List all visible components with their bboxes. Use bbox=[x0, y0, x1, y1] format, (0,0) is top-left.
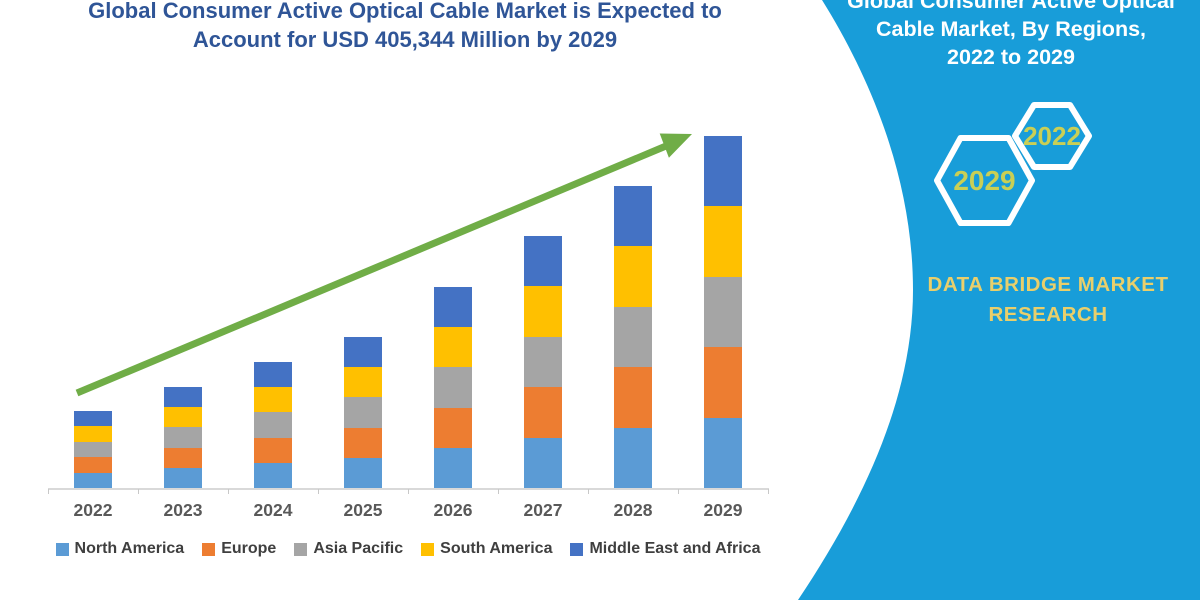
x-axis-label-2029: 2029 bbox=[703, 500, 743, 520]
growth-trend-arrow-head bbox=[659, 133, 692, 158]
x-axis-label-2024: 2024 bbox=[253, 500, 293, 520]
bar-segment-2023-asia-pacific bbox=[164, 427, 202, 448]
plot-area bbox=[74, 136, 742, 488]
x-axis-label-2028: 2028 bbox=[613, 500, 653, 520]
legend-label: Europe bbox=[221, 540, 277, 557]
bar-segment-2027-north-america bbox=[524, 437, 562, 488]
panel-title-line-1: Global Consumer Active Optical bbox=[847, 0, 1175, 13]
bar-segment-2022-south-america bbox=[74, 426, 112, 442]
bar-segment-2028-north-america bbox=[614, 427, 652, 488]
x-axis-tick bbox=[588, 489, 589, 494]
bar-segment-2023-north-america bbox=[164, 467, 202, 488]
chart-title: Global Consumer Active Optical Cable Mar… bbox=[25, 0, 785, 54]
bar-segment-2027-europe bbox=[524, 387, 562, 438]
bar-segment-2023-middle-east-and-africa bbox=[164, 387, 202, 408]
bar-segment-2024-europe bbox=[254, 437, 292, 463]
legend-swatch-icon bbox=[55, 542, 69, 556]
bar-segment-2027-south-america bbox=[524, 286, 562, 337]
bar-segment-2026-south-america bbox=[434, 327, 472, 368]
bar-segment-2025-north-america bbox=[344, 457, 382, 488]
x-axis-tick bbox=[48, 489, 49, 494]
x-axis-label-2025: 2025 bbox=[343, 500, 383, 520]
legend-item-europe: Europe bbox=[202, 540, 276, 558]
x-axis-tick bbox=[768, 489, 769, 494]
x-axis-tick bbox=[138, 489, 139, 494]
bar-segment-2024-middle-east-and-africa bbox=[254, 362, 292, 388]
bar-segment-2028-asia-pacific bbox=[614, 306, 652, 368]
legend-item-north-america: North America bbox=[55, 540, 185, 558]
x-axis-tick bbox=[318, 489, 319, 494]
x-axis-tick bbox=[678, 489, 679, 494]
legend-swatch-icon bbox=[202, 542, 216, 556]
brand-name: DATA BRIDGE MARKET RESEARCH bbox=[927, 273, 1169, 326]
x-axis-labels: 2022 2023 2024 2025 2026 2027 2028 2029 bbox=[0, 500, 816, 524]
bar-segment-2028-europe bbox=[614, 367, 652, 428]
panel-title-line-2: Cable Market, By Regions, bbox=[875, 17, 1147, 41]
legend-label: Middle East and Africa bbox=[589, 540, 761, 557]
bar-segment-2024-asia-pacific bbox=[254, 412, 292, 438]
hexagon-2022-label: 2022 bbox=[1023, 121, 1081, 151]
x-axis-label-2026: 2026 bbox=[433, 500, 473, 520]
bar-segment-2025-europe bbox=[344, 427, 382, 458]
bar-segment-2025-middle-east-and-africa bbox=[344, 337, 382, 368]
bar-segment-2024-north-america bbox=[254, 462, 292, 488]
bar-segment-2026-asia-pacific bbox=[434, 367, 472, 408]
growth-trend-arrow-line bbox=[75, 142, 668, 397]
panel-title-line-3: 2022 to 2029 bbox=[947, 45, 1075, 69]
bar-segment-2023-south-america bbox=[164, 407, 202, 428]
bar-segment-2029-north-america bbox=[704, 417, 742, 488]
bar-segment-2022-asia-pacific bbox=[74, 441, 112, 458]
legend-item-middle-east-and-africa: Middle East and Africa bbox=[570, 540, 760, 558]
legend-item-south-america: South America bbox=[421, 540, 552, 558]
x-axis-tick bbox=[228, 489, 229, 494]
bar-segment-2024-south-america bbox=[254, 387, 292, 413]
bar-segment-2026-north-america bbox=[434, 447, 472, 488]
bar-segment-2027-middle-east-and-africa bbox=[524, 236, 562, 287]
legend-swatch-icon bbox=[421, 542, 435, 556]
chart-title-line-2: Account for USD 405,344 Million by 2029 bbox=[192, 27, 618, 52]
legend-label: Asia Pacific bbox=[313, 540, 404, 557]
bar-segment-2026-middle-east-and-africa bbox=[434, 287, 472, 328]
bar-segment-2022-europe bbox=[74, 457, 112, 473]
bar-segment-2022-middle-east-and-africa bbox=[74, 411, 112, 427]
bar-segment-2026-europe bbox=[434, 407, 472, 448]
panel-background-shape bbox=[798, 0, 1200, 600]
hexagon-2022-outline bbox=[1012, 102, 1092, 170]
x-axis-label-2023: 2023 bbox=[163, 500, 203, 520]
chart-title-line-1: Global Consumer Active Optical Cable Mar… bbox=[88, 0, 722, 23]
x-axis-label-2022: 2022 bbox=[73, 500, 113, 520]
bar-segment-2028-middle-east-and-africa bbox=[614, 186, 652, 247]
panel-title: Global Consumer Active Optical Cable Mar… bbox=[846, 0, 1176, 71]
x-axis-tick bbox=[498, 489, 499, 494]
growth-trend-arrow bbox=[75, 133, 692, 397]
legend-swatch-icon bbox=[570, 542, 584, 556]
bar-segment-2027-asia-pacific bbox=[524, 336, 562, 388]
hexagon-2029: 2029 bbox=[934, 135, 1035, 226]
bar-segment-2029-europe bbox=[704, 347, 742, 418]
hexagon-2022: 2022 bbox=[1012, 102, 1092, 170]
legend-label: South America bbox=[440, 540, 553, 557]
legend-swatch-icon bbox=[294, 542, 308, 556]
chart-legend: North America Europe Asia Pacific South Ame… bbox=[8, 540, 808, 558]
bar-segment-2025-asia-pacific bbox=[344, 397, 382, 428]
bar-segment-2023-europe bbox=[164, 447, 202, 468]
hexagon-2029-label: 2029 bbox=[953, 165, 1015, 196]
x-axis-tick bbox=[408, 489, 409, 494]
hexagon-2029-outline bbox=[934, 135, 1035, 226]
bar-segment-2029-south-america bbox=[704, 206, 742, 277]
legend-item-asia-pacific: Asia Pacific bbox=[294, 540, 403, 558]
bar-segment-2029-asia-pacific bbox=[704, 276, 742, 348]
x-axis-label-2027: 2027 bbox=[523, 500, 563, 520]
bar-segment-2029-middle-east-and-africa bbox=[704, 136, 742, 207]
bar-segment-2028-south-america bbox=[614, 246, 652, 307]
legend-label: North America bbox=[74, 540, 185, 557]
bar-segment-2025-south-america bbox=[344, 367, 382, 398]
bar-segment-2022-north-america bbox=[74, 472, 112, 488]
